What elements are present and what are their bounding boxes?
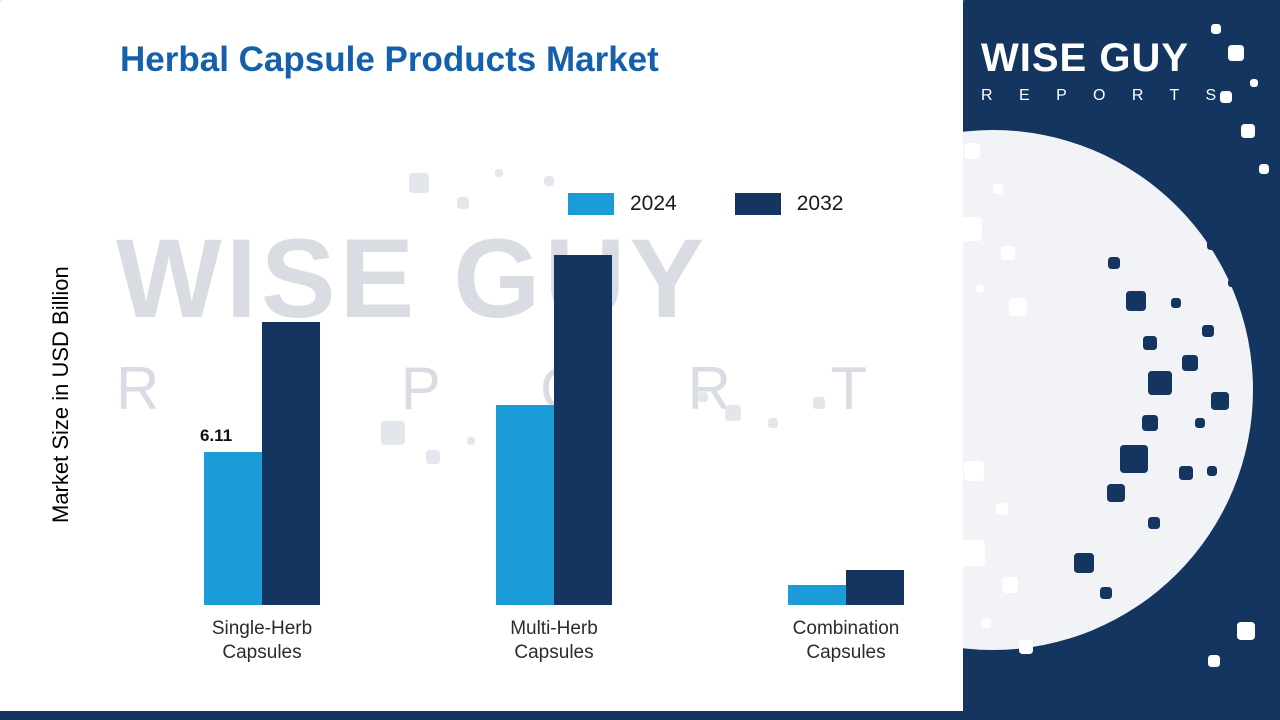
legend-swatch — [734, 193, 781, 215]
legend-label: 2024 — [630, 192, 677, 215]
bar-2032-category-3 — [846, 570, 904, 605]
bar-value-label: 6.11 — [200, 426, 233, 445]
logo-head-icon — [1215, 28, 1217, 30]
bar-2032-category-1 — [262, 322, 320, 605]
page-title: Herbal Capsule Products Market — [120, 40, 659, 79]
legend-item-2032: 2032 — [734, 192, 844, 216]
category-label-line2: Capsules — [806, 641, 886, 663]
category-label: Multi-Herb Capsules — [434, 617, 674, 665]
legend-item-2024: 2024 — [568, 192, 677, 216]
legend-swatch — [568, 193, 614, 215]
category-label: Single-Herb Capsules — [142, 617, 382, 665]
y-axis-label: Market Size in USD Billion — [48, 266, 73, 524]
decorative-gray-dots — [0, 0, 2, 2]
category-label-line1: Combination — [792, 618, 900, 639]
face-circle — [963, 130, 1253, 650]
brand-logo-wordmark: WISE GUY — [981, 36, 1190, 80]
bar-2024-category-1 — [204, 452, 262, 605]
chart-legend: 2024 2032 — [568, 192, 843, 216]
brand-panel: WISE GUY R E P O R T S — [963, 0, 1280, 711]
bottom-bar — [0, 711, 1280, 720]
bar-2024-category-2 — [496, 405, 554, 605]
category-label-line2: Capsules — [514, 641, 594, 663]
category-label-line1: Multi-Herb — [510, 618, 598, 639]
category-label-line1: Single-Herb — [211, 618, 313, 639]
brand-logo: WISE GUY R E P O R T S — [981, 36, 1227, 105]
category-label-line2: Capsules — [222, 641, 302, 663]
face-profile-dots — [963, 0, 965, 2]
category-label: Combination Capsules — [726, 617, 966, 665]
bar-2024-category-3 — [788, 585, 846, 605]
bar-chart: Single-Herb Capsules Multi-Herb Capsules Com… — [140, 205, 960, 663]
bar-2032-category-2 — [554, 255, 612, 605]
legend-label: 2032 — [796, 192, 844, 215]
brand-logo-subtitle: R E P O R T S — [981, 87, 1228, 104]
